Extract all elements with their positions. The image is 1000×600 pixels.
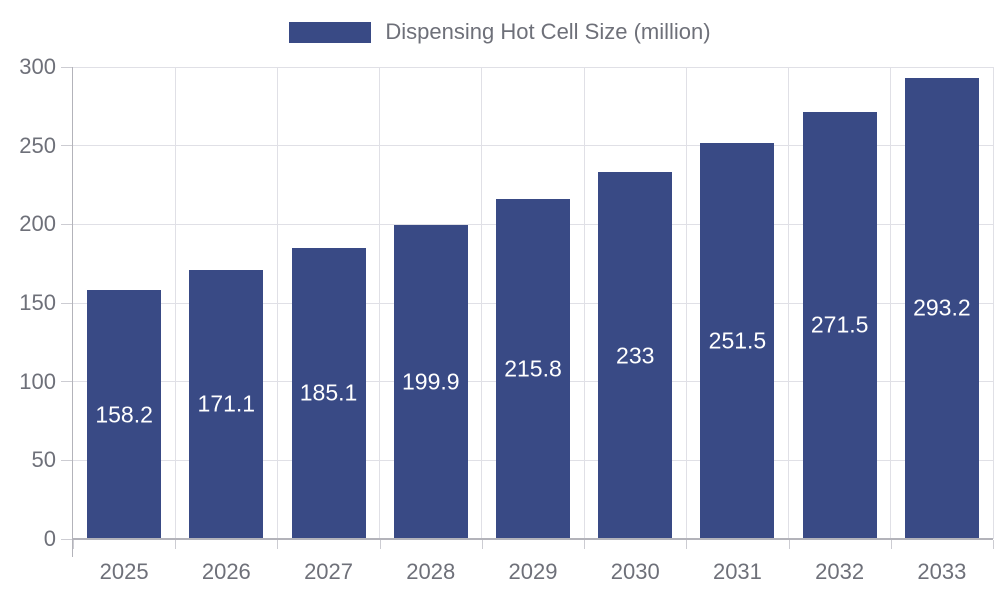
legend-swatch-icon: [289, 21, 372, 43]
bar-value-label: 251.5: [708, 327, 767, 354]
gridline-vertical: [379, 67, 381, 539]
bar[interactable]: 171.1: [189, 269, 264, 539]
bar-value-label: 158.2: [95, 401, 153, 428]
gridline-vertical: [276, 67, 278, 539]
bar[interactable]: 185.1: [291, 247, 366, 539]
y-tick-label: 0: [43, 526, 56, 551]
y-axis-line: [72, 67, 73, 557]
y-tick-label: 100: [19, 368, 56, 394]
bar-slot: 215.8: [482, 67, 584, 539]
bar-slot: 233: [584, 67, 686, 539]
bar-value-label: 233: [616, 342, 655, 369]
x-tick-mark: [277, 540, 279, 549]
x-tick-mark: [890, 540, 892, 549]
x-tick-label: 2032: [815, 559, 865, 584]
gridline-vertical: [788, 67, 790, 539]
y-tick-label: 250: [19, 132, 56, 158]
gridline-horizontal: [73, 66, 993, 68]
bar-slot: 185.1: [277, 67, 379, 539]
bar[interactable]: 158.2: [87, 290, 162, 539]
x-axis-labels: 2025 2026 2027 2028 2029 2030 2031 2032 2033: [73, 558, 993, 588]
gridline-vertical: [992, 67, 994, 539]
y-tick-label: 200: [19, 211, 56, 237]
x-tick-label: 2029: [508, 559, 558, 584]
y-tick-mark: [61, 538, 72, 540]
y-tick-label: 150: [19, 290, 56, 315]
bar-value-label: 215.8: [504, 355, 562, 382]
gridline-horizontal: [73, 145, 993, 147]
x-tick-label: 2026: [201, 559, 251, 584]
y-tick-mark: [61, 302, 72, 304]
x-tick-mark: [481, 540, 483, 549]
y-tick-mark: [61, 381, 72, 383]
bar[interactable]: 215.8: [495, 199, 570, 539]
bar-slot: 199.9: [380, 67, 482, 539]
bar[interactable]: 271.5: [802, 111, 877, 539]
bar-slot: 293.2: [891, 67, 993, 539]
x-tick-mark: [379, 540, 381, 549]
gridline-vertical: [583, 67, 585, 539]
y-tick-mark: [61, 223, 72, 225]
bar-value-label: 171.1: [197, 390, 256, 417]
bar[interactable]: 293.2: [904, 77, 979, 539]
x-tick-label: 2028: [406, 559, 456, 584]
gridline-vertical: [890, 67, 892, 539]
x-axis-line: [73, 538, 993, 540]
bar[interactable]: 199.9: [393, 224, 468, 539]
x-tick-mark: [175, 540, 177, 549]
bar-slot: 271.5: [789, 67, 891, 539]
legend[interactable]: Dispensing Hot Cell Size (million): [0, 19, 1000, 45]
y-tick-label: 50: [31, 447, 56, 473]
x-tick-mark: [584, 540, 586, 549]
bar[interactable]: 233: [598, 172, 673, 539]
bar-slot: 158.2: [73, 67, 175, 539]
x-tick-label: 2033: [917, 559, 967, 584]
y-tick-label: 300: [19, 54, 56, 79]
x-tick-mark: [993, 540, 994, 549]
y-tick-mark: [61, 145, 72, 147]
bar[interactable]: 251.5: [700, 143, 775, 539]
x-tick-label: 2025: [99, 559, 149, 584]
x-tick-label: 2030: [610, 559, 660, 584]
y-tick-mark: [61, 459, 72, 461]
bar-slot: 171.1: [175, 67, 277, 539]
bar-value-label: 293.2: [913, 294, 971, 321]
y-tick-mark: [61, 66, 72, 68]
legend-label: Dispensing Hot Cell Size (million): [385, 19, 711, 44]
bar-value-label: 199.9: [401, 368, 460, 395]
gridline-vertical: [685, 67, 687, 539]
gridline-vertical: [481, 67, 483, 539]
bar-value-label: 271.5: [810, 311, 869, 338]
bar-value-label: 185.1: [299, 379, 358, 406]
x-tick-mark: [788, 540, 790, 549]
plot-area: 158.2 171.1 185.1 199.9 215.8 233 251.5 271.5 29…: [73, 66, 994, 539]
gridline-vertical: [174, 67, 176, 539]
bar-slot: 251.5: [686, 67, 788, 539]
x-tick-mark: [73, 540, 74, 549]
x-tick-mark: [686, 540, 688, 549]
x-tick-label: 2027: [304, 559, 354, 584]
x-tick-label: 2031: [712, 559, 762, 584]
